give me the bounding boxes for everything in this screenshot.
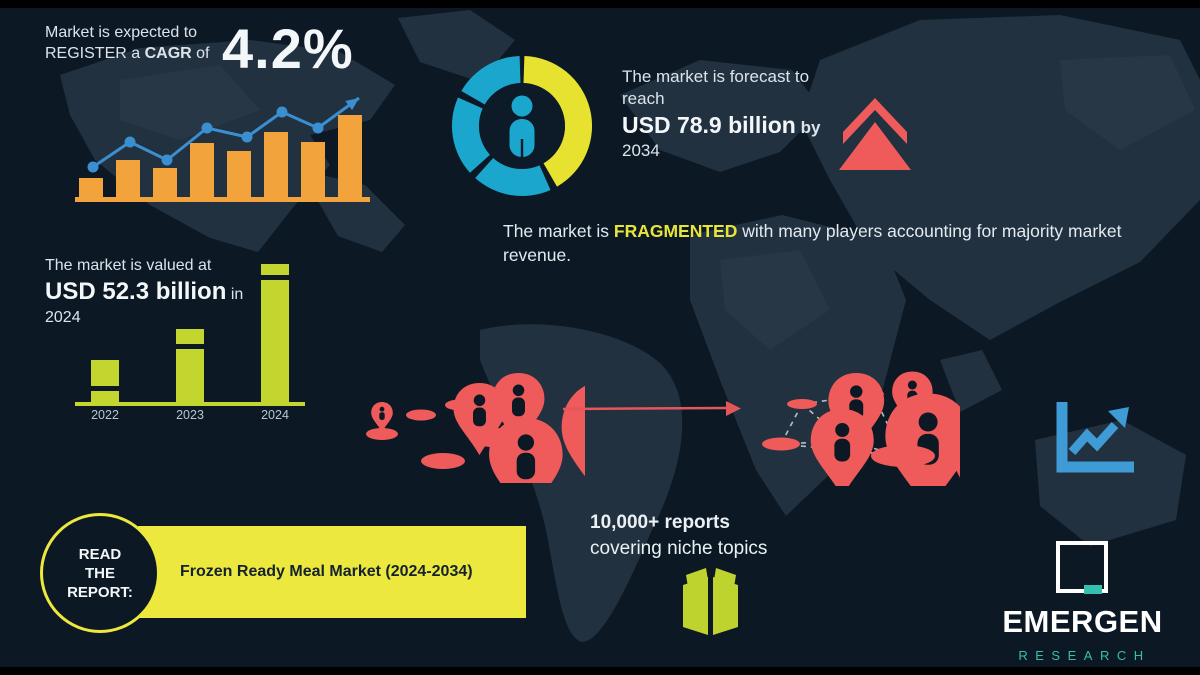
cagr-bar <box>301 142 325 197</box>
valuation-bar-stripe <box>91 386 119 391</box>
fragmented-statement: The market is FRAGMENTED with many playe… <box>503 219 1148 267</box>
person-icon <box>509 95 535 157</box>
cagr-bar <box>190 143 214 197</box>
market-players-pins-left <box>366 358 585 483</box>
forecast-value: USD 78.9 billion <box>622 112 796 138</box>
forecast-line2: reach <box>622 89 665 108</box>
valuation-column: 2022 <box>75 262 135 424</box>
valuation-column: 2024 <box>245 262 305 424</box>
cagr-chart-bars <box>79 112 366 197</box>
open-book-icon <box>683 568 738 635</box>
valuation-year: 2024 <box>45 309 81 326</box>
read-report-banner[interactable]: Frozen Ready Meal Market (2024-2034) <box>138 526 526 618</box>
the-label: THE <box>85 564 115 582</box>
logo-square-icon <box>1055 541 1108 594</box>
valuation-year-label: 2022 <box>91 408 119 422</box>
logo-brand-text: EMERGEN <box>1002 604 1163 639</box>
location-pin-icon <box>562 380 585 483</box>
forecast-by: by <box>800 118 821 137</box>
flow-arrow-icon <box>562 401 741 416</box>
growth-chart-icon <box>1056 402 1134 473</box>
cagr-bar <box>153 168 177 197</box>
valuation-bar <box>91 360 119 402</box>
report-label: REPORT: <box>67 583 133 601</box>
top-letterbox-bar <box>0 0 1200 8</box>
valuation-bar <box>176 329 204 402</box>
valuation-bar-stripe <box>261 275 289 280</box>
location-pin-icon <box>371 402 393 432</box>
pin-base <box>366 428 398 440</box>
valuation-suffix: in <box>230 286 244 303</box>
reports-subject: covering niche topics <box>590 538 768 559</box>
valuation-year-label: 2023 <box>176 408 204 422</box>
market-players-pins-network <box>762 356 960 487</box>
cagr-headline: Market is expected to REGISTER a CAGR of <box>45 22 209 64</box>
emergen-research-logo: EMERGEN RESEARCH <box>1000 540 1165 663</box>
cagr-line2-pre: REGISTER a <box>45 45 145 62</box>
bottom-letterbox-bar <box>0 667 1200 675</box>
valuation-bar <box>261 264 289 402</box>
read-report-circle[interactable]: READ THE REPORT: <box>40 513 160 633</box>
cagr-chart-baseline <box>75 197 370 202</box>
cagr-bar <box>227 151 251 197</box>
reports-blurb: 10,000+ reports covering niche topics <box>590 510 767 562</box>
valuation-line1: The market is valued at <box>45 257 212 274</box>
cagr-line2-bold: CAGR <box>144 45 192 62</box>
read-label: READ <box>78 545 122 563</box>
valuation-chart: 2022 2023 2024 <box>75 262 305 424</box>
cagr-value: 4.2% <box>222 17 354 80</box>
cagr-trend-chart <box>75 90 370 202</box>
cagr-line2-post: of <box>191 45 210 62</box>
market-share-donut-icon <box>451 56 593 197</box>
valuation-value: USD 52.3 billion <box>45 278 227 305</box>
fragmented-highlight: FRAGMENTED <box>613 221 738 241</box>
reports-count: 10,000+ reports <box>590 512 730 533</box>
valuation-bar-stripe <box>176 344 204 349</box>
valuation-column: 2023 <box>160 262 220 424</box>
cagr-line1: Market is expected to <box>45 24 198 41</box>
forecast-statement: The market is forecast to reach USD 78.9… <box>622 66 902 162</box>
cagr-bar <box>79 178 103 197</box>
valuation-year-label: 2024 <box>261 408 289 422</box>
forecast-line1: The market is forecast to <box>622 67 810 86</box>
location-pin-icon <box>885 394 960 487</box>
forecast-year: 2034 <box>622 141 660 160</box>
valuation-chart-baseline <box>75 402 305 406</box>
valuation-chart-bars: 2022 2023 2024 <box>75 262 305 424</box>
double-up-arrow-icon <box>839 98 911 170</box>
valuation-statement: The market is valued at USD 52.3 billion… <box>45 255 243 329</box>
report-title: Frozen Ready Meal Market (2024-2034) <box>180 563 473 580</box>
cagr-bar <box>338 115 362 197</box>
logo-sub-text: RESEARCH <box>1018 648 1151 663</box>
fragmented-pre: The market is <box>503 221 614 241</box>
cagr-bar <box>264 132 288 197</box>
location-pin-icon <box>489 418 563 483</box>
location-pin-icon <box>811 409 874 486</box>
cagr-trend-line <box>87 96 360 173</box>
fragmented-post: with many players accounting for majorit… <box>503 221 1122 265</box>
cagr-bar <box>116 160 140 197</box>
